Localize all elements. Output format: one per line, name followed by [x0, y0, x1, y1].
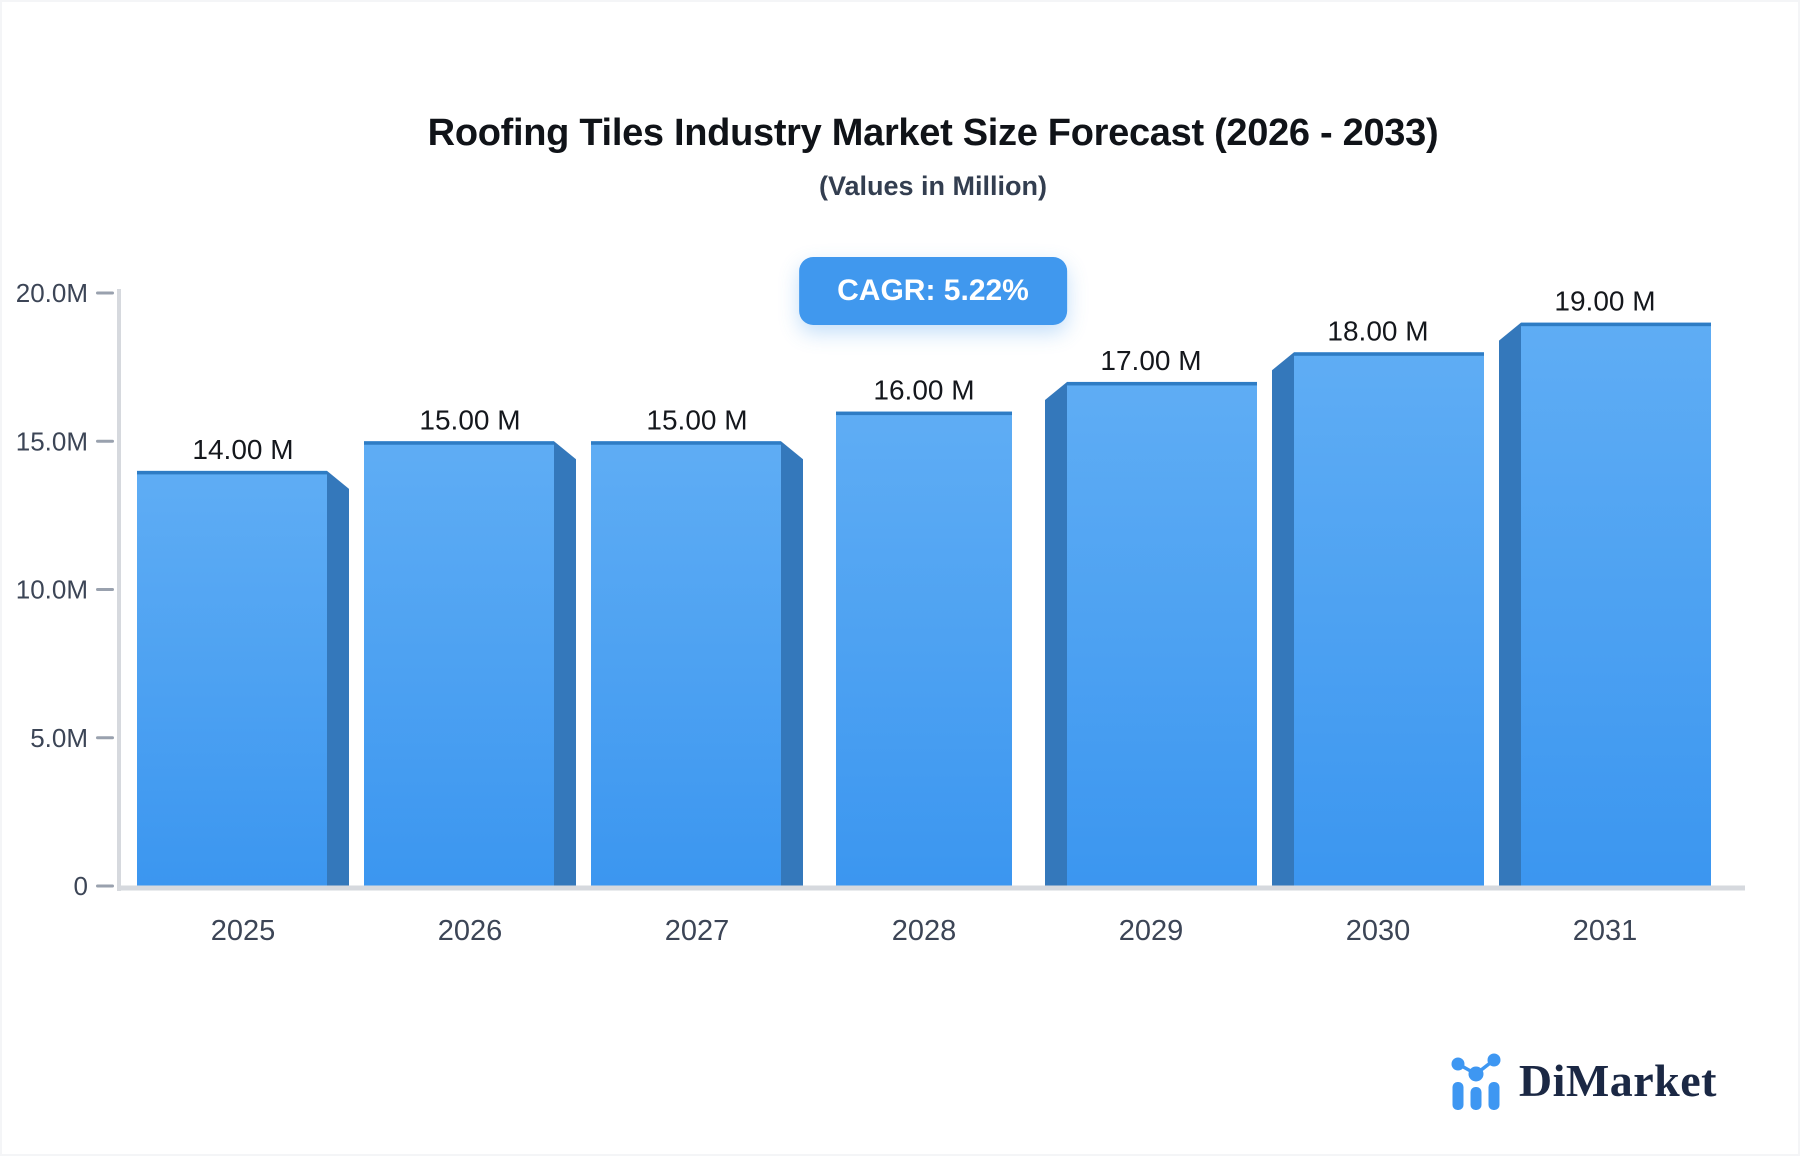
bar-2026: 15.00 M [364, 404, 576, 888]
bar-top-edge [1067, 381, 1257, 386]
y-axis-tick [96, 884, 114, 888]
x-axis-category-label: 2025 [211, 915, 276, 947]
bar-2031: 19.00 M [1499, 286, 1711, 888]
bar-2027: 15.00 M [591, 404, 803, 888]
y-axis-tick-label: 20.0M [16, 278, 88, 308]
bar-side-face [781, 441, 803, 888]
x-axis-category-label: 2028 [892, 915, 957, 947]
bar-top-edge [1294, 352, 1484, 356]
bar-top-edge [364, 441, 554, 445]
bar-front-face [591, 441, 781, 888]
y-axis-tick [96, 439, 114, 443]
combo-chart-logo-icon [1451, 1053, 1501, 1110]
bar-front-face [1294, 352, 1484, 888]
bar-value-label: 15.00 M [646, 404, 747, 435]
y-axis-tick-label: 5.0M [30, 723, 88, 753]
bar-top-edge [137, 470, 327, 475]
x-axis-category-label: 2026 [438, 915, 503, 947]
bar-2029: 17.00 M [1045, 345, 1257, 888]
x-axis-category-label: 2029 [1119, 915, 1184, 947]
bar-front-face [364, 441, 554, 888]
bar-side-face [1045, 381, 1067, 888]
y-axis-tick-label: 15.0M [16, 426, 88, 456]
bar-side-face [1272, 352, 1294, 888]
bar-value-label: 17.00 M [1100, 345, 1201, 376]
bar-side-face [554, 441, 576, 888]
cagr-badge: CAGR: 5.22% [799, 257, 1067, 325]
bar-front-face [1521, 322, 1711, 888]
bar-top-edge [836, 411, 1012, 416]
x-axis-line [117, 885, 1745, 891]
y-axis-tick [96, 736, 114, 740]
y-axis-tick-label: 0 [74, 871, 88, 901]
y-axis-line [117, 289, 121, 891]
bar-side-face [327, 470, 349, 888]
y-axis-tick [96, 291, 114, 295]
bar-value-label: 18.00 M [1327, 315, 1428, 346]
bar-2030: 18.00 M [1272, 315, 1484, 888]
bar-value-label: 14.00 M [192, 434, 293, 465]
bar-value-label: 15.00 M [419, 404, 520, 435]
x-axis-category-label: 2030 [1346, 915, 1411, 947]
bar-2025: 14.00 M [137, 434, 349, 888]
bar-front-face [137, 470, 327, 888]
y-axis-tick-label: 10.0M [16, 575, 88, 605]
bar-top-edge [1521, 322, 1711, 327]
brand-logo: DiMarket [1447, 1050, 1717, 1112]
chart-title: Roofing Tiles Industry Market Size Forec… [427, 112, 1439, 154]
bar-top-edge [591, 441, 781, 445]
brand-name: DiMarket [1518, 1055, 1717, 1106]
y-axis-tick [96, 588, 114, 591]
bar-value-label: 16.00 M [873, 375, 974, 406]
chart-subtitle: (Values in Million) [818, 171, 1048, 201]
x-axis-category-label: 2031 [1573, 915, 1638, 947]
x-axis-category-label: 2027 [665, 915, 730, 947]
bar-2028: 16.00 M [836, 375, 1012, 888]
bar-front-face [1067, 381, 1257, 888]
bar-front-face [836, 411, 1012, 888]
bar-side-face [1499, 322, 1521, 888]
bar-value-label: 19.00 M [1554, 286, 1655, 317]
